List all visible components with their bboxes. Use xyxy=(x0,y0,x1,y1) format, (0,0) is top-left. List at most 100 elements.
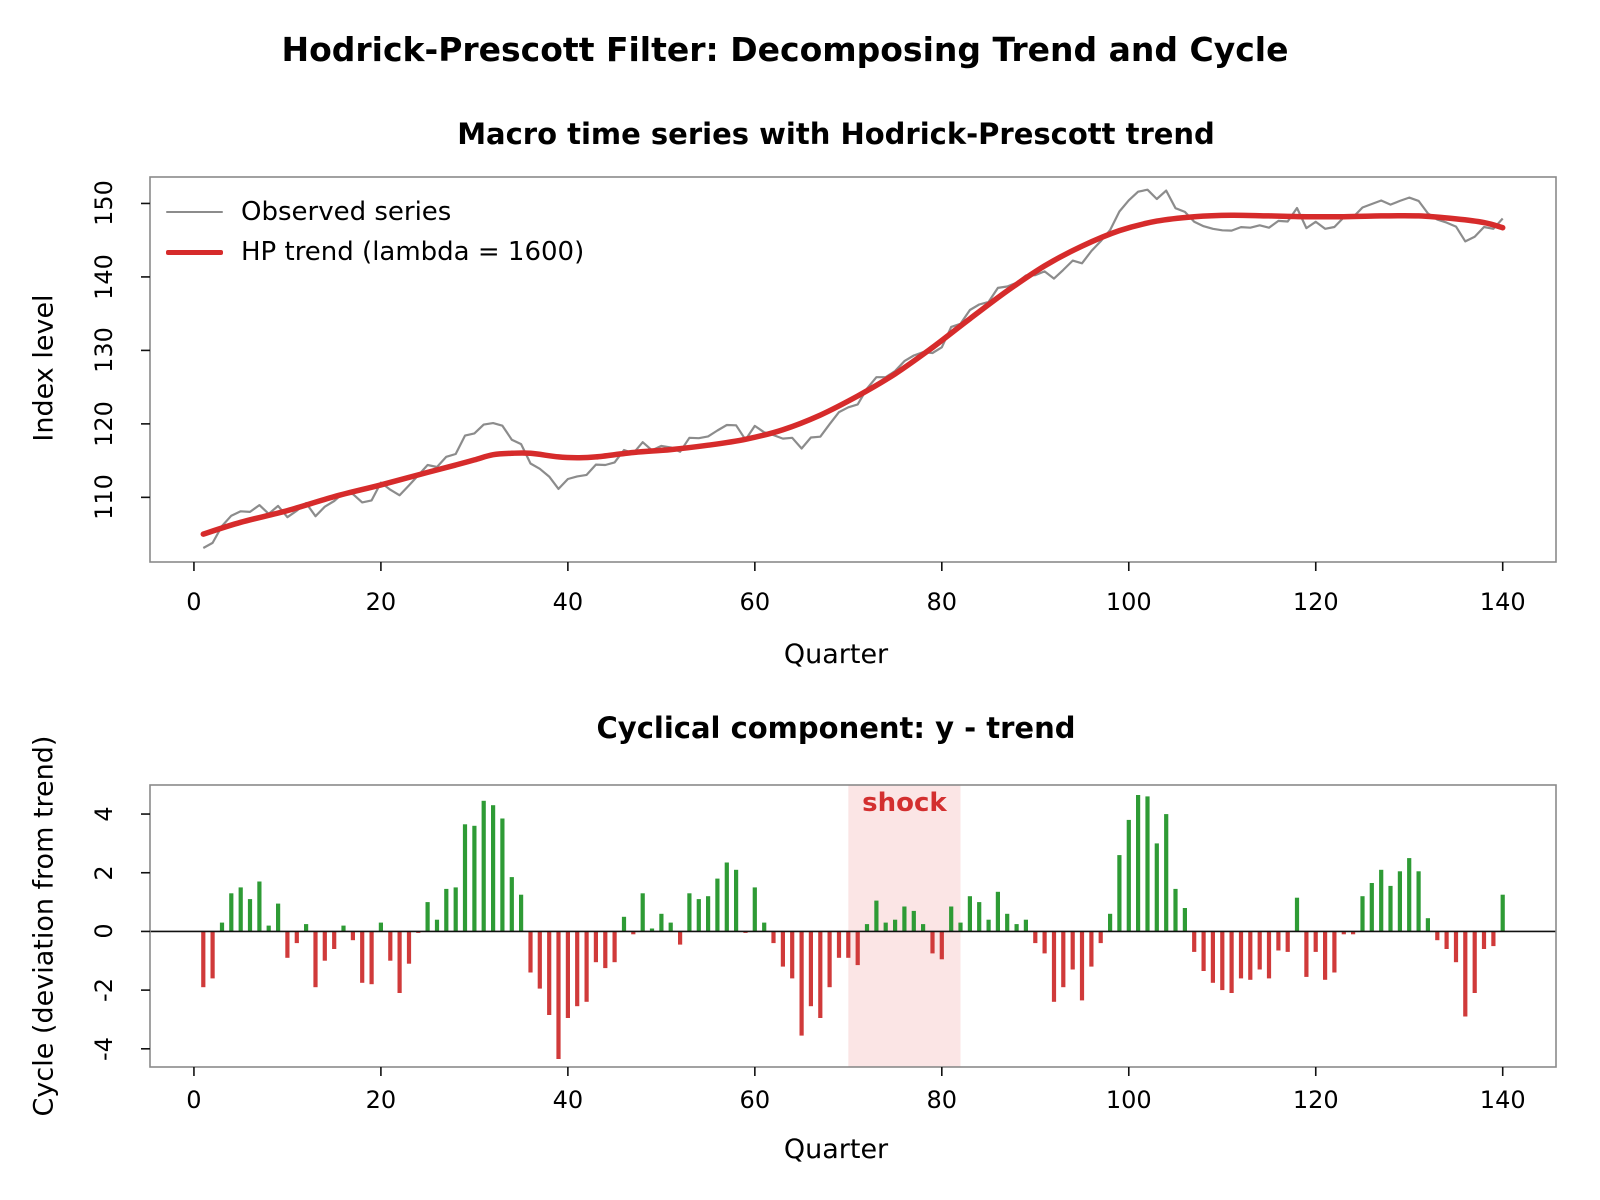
x-tick-label: 20 xyxy=(365,588,397,616)
cycle-bar xyxy=(1472,931,1477,993)
cycle-bar xyxy=(341,925,346,932)
cycle-bar xyxy=(500,818,505,932)
cycle-bar xyxy=(266,925,271,932)
cycle-bar xyxy=(453,887,458,932)
x-tick-label: 100 xyxy=(1105,588,1152,616)
top-panel-title: Macro time series with Hodrick-Prescott … xyxy=(457,117,1215,151)
cycle-bar xyxy=(986,919,991,932)
cycle-bar xyxy=(1463,931,1468,1017)
cycle-bar xyxy=(304,924,309,932)
cycle-bar xyxy=(1351,931,1356,935)
cycle-bar xyxy=(949,906,954,932)
x-tick-label: 0 xyxy=(186,588,202,616)
cycle-bar xyxy=(659,913,664,932)
cycle-bar xyxy=(1500,894,1505,932)
cycle-bar xyxy=(977,902,982,932)
cycle-bar xyxy=(967,896,972,932)
cycle-bar xyxy=(734,869,739,932)
x-tick-label: 60 xyxy=(739,1086,771,1114)
cycle-bar xyxy=(462,824,468,932)
cycle-bar xyxy=(537,931,542,989)
cycle-bar xyxy=(771,931,776,944)
cycle-bar xyxy=(1126,819,1131,932)
cycle-bar xyxy=(229,893,234,932)
legend-label: Observed series xyxy=(241,197,452,227)
cycle-bar xyxy=(958,922,963,932)
cycle-bar xyxy=(603,931,608,969)
cycle-bar xyxy=(1051,931,1057,1002)
cycle-bar xyxy=(874,900,879,932)
legend-item: HP trend (lambda = 1600) xyxy=(166,232,584,272)
cycle-bar xyxy=(444,888,449,932)
cycle-bar xyxy=(388,931,393,961)
cycle-bar xyxy=(827,931,832,988)
cycle-bar xyxy=(1407,858,1412,932)
cycle-bar xyxy=(1210,931,1215,983)
cycle-bar xyxy=(1108,913,1113,932)
cycle-bar xyxy=(575,931,580,1007)
cycle-bar xyxy=(219,922,225,932)
cycle-bar xyxy=(1089,931,1094,967)
shock-annotation: shock xyxy=(862,788,947,818)
x-tick-label: 100 xyxy=(1105,1086,1152,1114)
cycle-bar xyxy=(1033,931,1038,944)
top-y-axis-label: Index level xyxy=(28,294,60,442)
cycle-bar xyxy=(799,931,804,1036)
cycle-bar xyxy=(1098,931,1103,944)
observed-line-swatch xyxy=(166,210,223,214)
cycle-bar xyxy=(846,931,851,958)
cycle-bar xyxy=(313,931,318,988)
cycle-bar xyxy=(1173,888,1178,932)
cycle-bar xyxy=(528,931,533,973)
cycle-bar xyxy=(1416,871,1421,932)
cycle-bar xyxy=(1079,931,1085,1001)
cycle-bar xyxy=(1070,931,1075,970)
trend-line-swatch xyxy=(166,249,223,255)
cycle-bar xyxy=(1266,931,1272,979)
cycle-bar xyxy=(425,902,430,932)
cycle-bar xyxy=(1369,883,1374,932)
cycle-bar xyxy=(1248,931,1253,980)
cycle-bar xyxy=(668,922,673,932)
y-tick-label: 0 xyxy=(90,923,118,940)
cycle-bar xyxy=(397,931,402,993)
cycle-bar xyxy=(406,931,412,964)
cycle-bar xyxy=(621,916,627,932)
x-tick-label: 120 xyxy=(1292,588,1339,616)
cycle-bar xyxy=(1192,931,1197,952)
cycle-bar xyxy=(593,931,598,963)
top-x-axis-label: Quarter xyxy=(783,639,889,670)
cycle-bar xyxy=(1332,931,1337,973)
cycle-bar xyxy=(706,896,711,932)
cycle-bar xyxy=(1117,855,1122,932)
cycle-bar xyxy=(1229,931,1234,993)
cycle-bar xyxy=(1285,931,1290,952)
cycle-bar xyxy=(1453,931,1459,963)
cycle-bar xyxy=(1313,931,1318,952)
y-tick-label: 4 xyxy=(90,806,118,822)
cycle-bar xyxy=(752,887,757,932)
cycle-bar xyxy=(556,931,561,1059)
legend-label: HP trend (lambda = 1600) xyxy=(241,237,585,267)
cycle-bar xyxy=(995,891,1000,932)
cycle-bar xyxy=(1435,931,1440,941)
y-tick-label: 150 xyxy=(90,180,118,227)
cycle-bar xyxy=(1294,897,1300,932)
plot-frame xyxy=(149,176,1557,563)
x-tick-label: 80 xyxy=(926,588,958,616)
cycle-bar xyxy=(649,928,655,932)
cycle-bar xyxy=(481,800,486,932)
cycle-bar xyxy=(276,903,281,932)
cycle-bar xyxy=(378,922,383,932)
cycle-bar xyxy=(1061,931,1066,988)
cycle-bar xyxy=(491,805,496,932)
cycle-bar xyxy=(1341,931,1346,935)
plot-frame xyxy=(149,784,1557,1068)
x-tick-label: 120 xyxy=(1292,1086,1339,1114)
cycle-bar xyxy=(1238,931,1244,979)
cycle-bar xyxy=(584,931,589,1002)
x-tick-label: 140 xyxy=(1479,588,1526,616)
cycle-bar xyxy=(1005,913,1010,932)
